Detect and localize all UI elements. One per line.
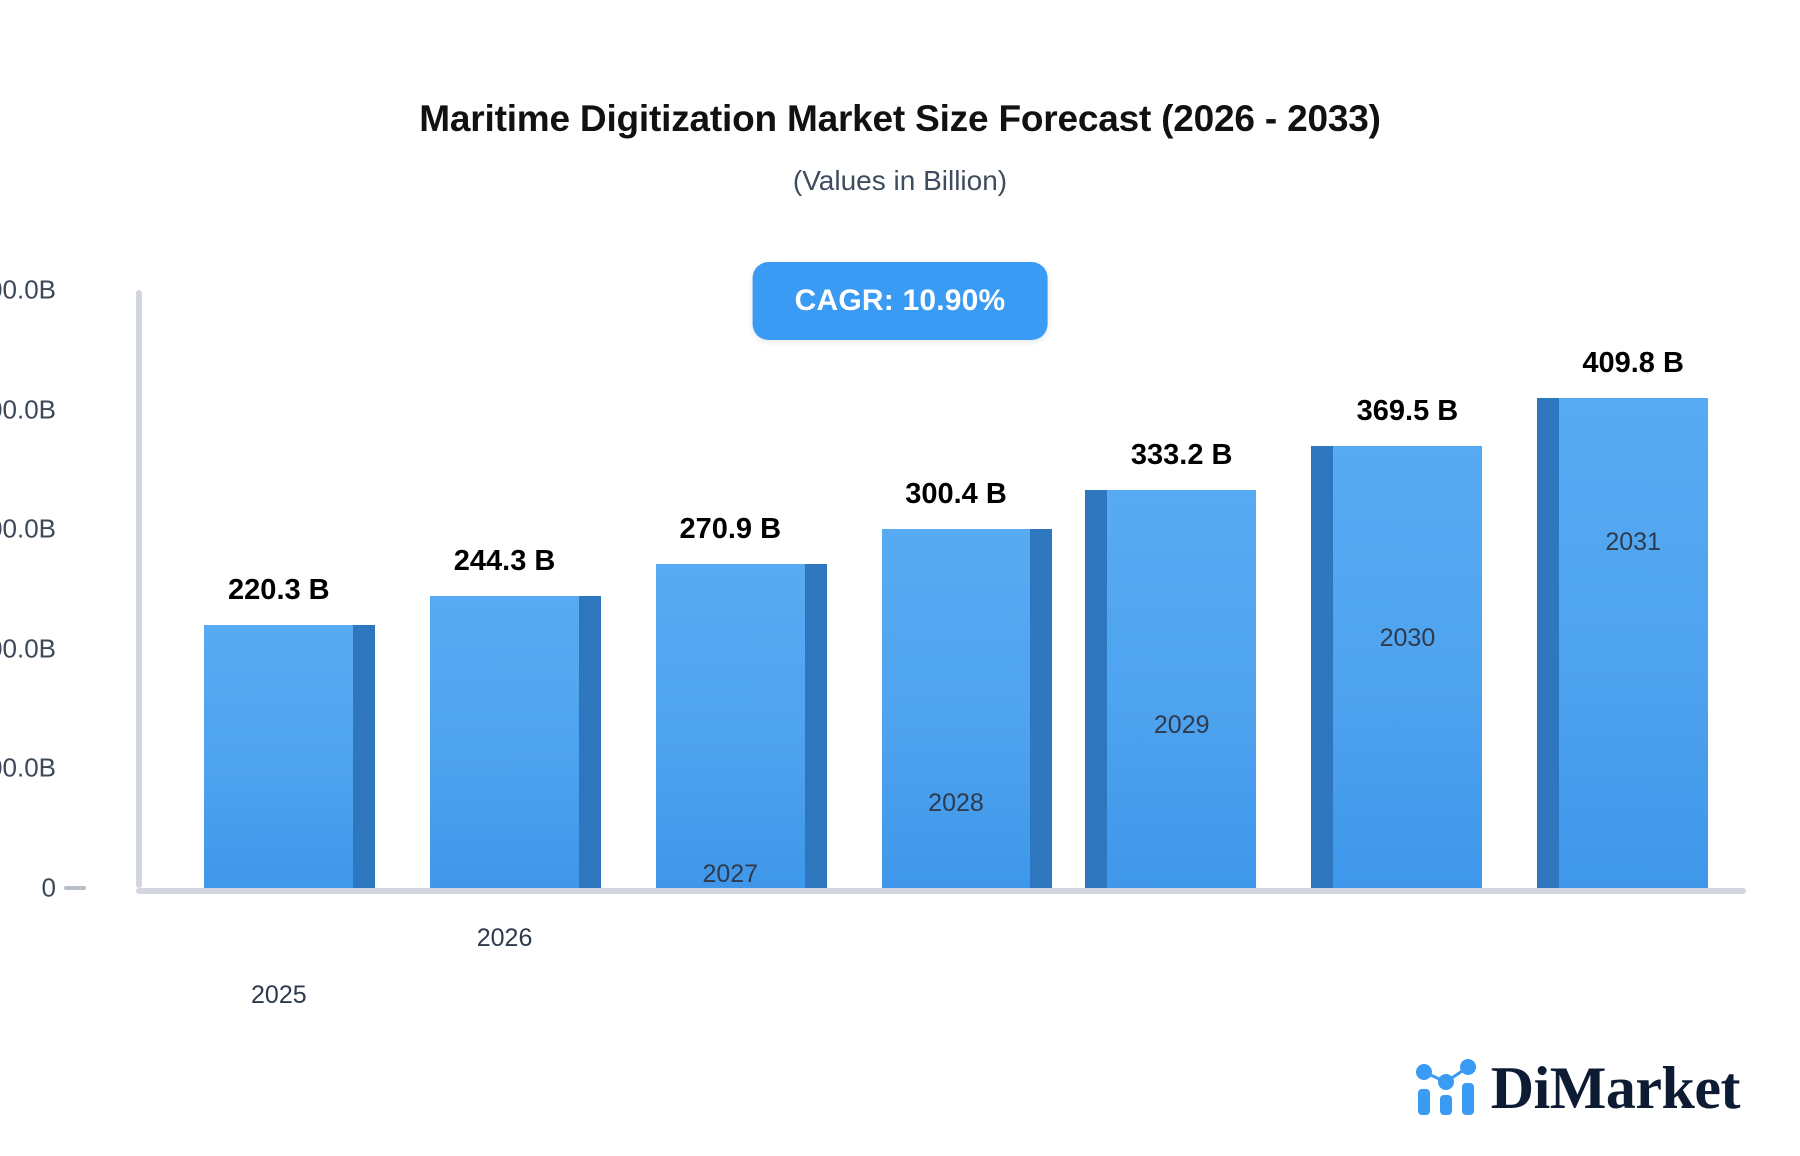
y-axis-tick-label: 0 bbox=[41, 872, 56, 903]
chart-title: Maritime Digitization Market Size Foreca… bbox=[419, 98, 1381, 139]
bar-top-bevel bbox=[1536, 397, 1559, 410]
x-axis-tick-label-2031: 2031 bbox=[1605, 527, 1661, 556]
bar-2026[interactable]: 244.3 B 2026 bbox=[430, 545, 602, 952]
plot-area: 0100.0B200.0B300.0B400.0B500.0B 220.3 B2… bbox=[0, 275, 1746, 1009]
bar-top-bevel bbox=[804, 564, 827, 577]
bar-front-face bbox=[881, 528, 1031, 888]
bar-front-face bbox=[1558, 397, 1708, 888]
bar-2029[interactable]: 333.2 B 2029 bbox=[1085, 439, 1257, 888]
x-axis-tick-label-2028: 2028 bbox=[928, 789, 984, 818]
bar-value-label: 300.4 B bbox=[905, 477, 1007, 510]
x-axis-tick-label-2026: 2026 bbox=[476, 923, 533, 952]
bar-top-bevel bbox=[1030, 528, 1053, 541]
x-axis-tick-label-2025: 2025 bbox=[251, 981, 307, 1010]
bar-front-face bbox=[430, 595, 580, 888]
bar-value-label: 333.2 B bbox=[1130, 438, 1233, 471]
bar-chart-logo-icon bbox=[1415, 1059, 1476, 1115]
bar-side-face bbox=[804, 576, 827, 888]
bar-front-face bbox=[1107, 489, 1257, 888]
logo-wordmark: DiMarket bbox=[1490, 1055, 1741, 1121]
bar-front-face bbox=[655, 564, 805, 888]
bar-2031[interactable]: 409.8 B 2031 bbox=[1536, 347, 1708, 888]
bar-side-face bbox=[1085, 501, 1108, 888]
chart-subtitle: (Values in Billion) bbox=[792, 165, 1008, 196]
bar-value-label: 369.5 B bbox=[1356, 395, 1459, 428]
bar-top-bevel bbox=[1310, 446, 1333, 459]
bar-side-face bbox=[1030, 540, 1053, 888]
x-axis-tick-label-2030: 2030 bbox=[1379, 624, 1436, 653]
bar-front-face bbox=[1332, 446, 1482, 888]
y-axis-tick-label: 500.0B bbox=[0, 274, 56, 305]
x-axis-line bbox=[136, 888, 1746, 894]
bar-top-bevel bbox=[353, 624, 376, 637]
x-axis-tick-label-2029: 2029 bbox=[1153, 710, 1210, 739]
bar-side-face bbox=[579, 607, 602, 888]
bar-value-label: 220.3 B bbox=[228, 573, 330, 606]
cagr-badge: CAGR: 10.90% bbox=[752, 262, 1048, 340]
y-axis-tick-label: 300.0B bbox=[0, 513, 56, 544]
bar-front-face bbox=[204, 624, 354, 888]
bar-side-face bbox=[353, 636, 376, 888]
y-axis-tick-label: 200.0B bbox=[0, 633, 56, 664]
y-axis-line bbox=[136, 290, 142, 888]
y-axis-zero-tick-mark bbox=[64, 886, 86, 890]
bar-value-label: 409.8 B bbox=[1582, 346, 1684, 379]
y-axis-tick-label: 400.0B bbox=[0, 394, 56, 425]
bar-2025[interactable]: 220.3 B 2025 bbox=[204, 574, 376, 1009]
bar-side-face bbox=[1310, 458, 1333, 888]
bar-top-bevel bbox=[579, 595, 602, 608]
x-axis-tick-label-2027: 2027 bbox=[702, 860, 759, 889]
y-axis-tick-label: 100.0B bbox=[0, 752, 56, 783]
bar-value-label: 244.3 B bbox=[453, 544, 556, 577]
bar-value-label: 270.9 B bbox=[679, 513, 782, 546]
bar-2028[interactable]: 300.4 B 2028 bbox=[881, 478, 1053, 888]
bar-2027[interactable]: 270.9 B 2027 bbox=[655, 513, 827, 889]
bar-top-bevel bbox=[1085, 489, 1108, 502]
bar-side-face bbox=[1536, 409, 1559, 888]
dimarket-logo: DiMarket bbox=[1415, 1055, 1741, 1121]
bar-2030[interactable]: 369.5 B 2030 bbox=[1310, 395, 1482, 888]
